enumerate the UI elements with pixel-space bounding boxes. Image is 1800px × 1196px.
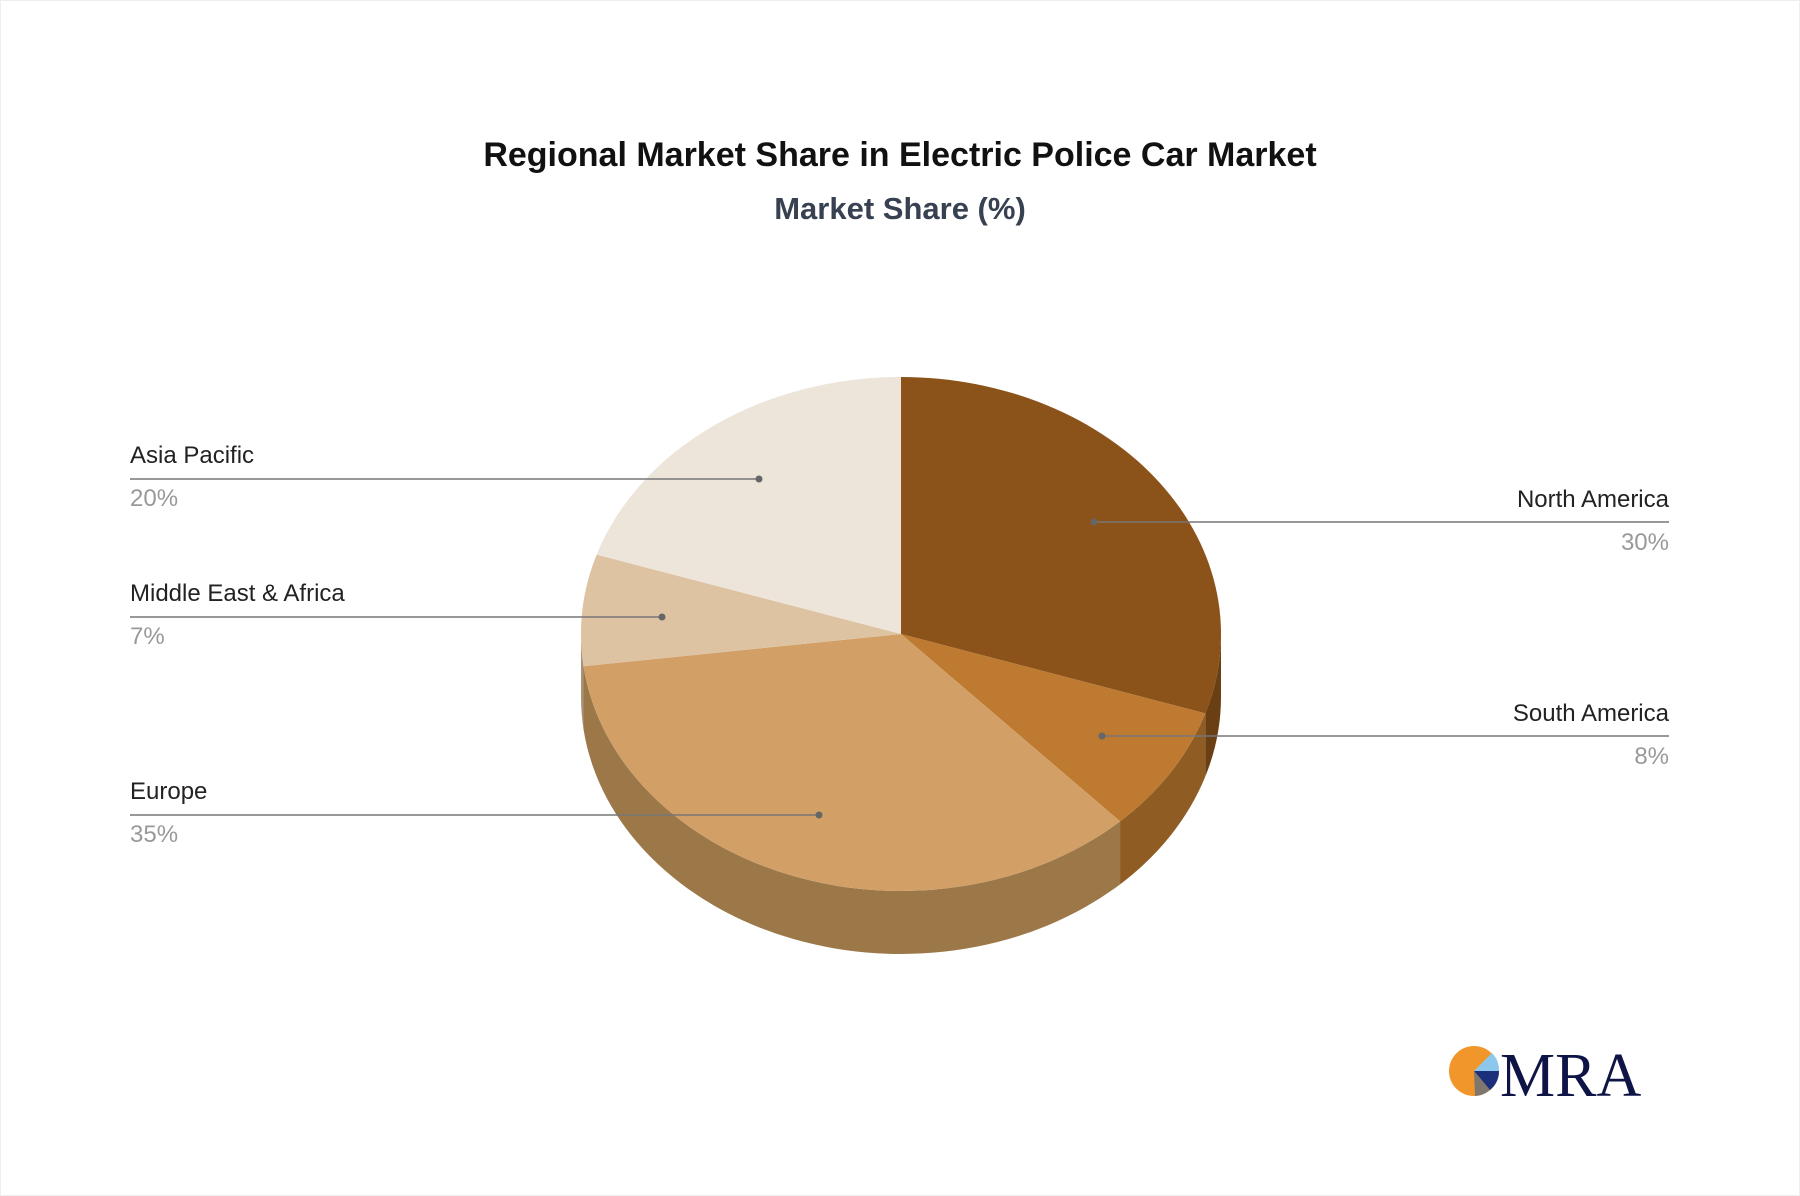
slice-side-1 [1120, 713, 1206, 885]
slice-north-america[interactable] [901, 377, 1221, 714]
slice-side-3 [581, 634, 584, 730]
slice-side-2 [583, 666, 1121, 954]
logo-text: MRA [1500, 1042, 1641, 1106]
leader-dot-1 [1098, 732, 1106, 740]
leader-dot-4 [755, 475, 763, 483]
slice-side-0 [1205, 634, 1221, 777]
chart-title: Regional Market Share in Electric Police… [483, 136, 1317, 174]
value-south-america: 8% [1634, 743, 1669, 770]
label-asia-pacific: Asia Pacific [130, 442, 255, 469]
label-europe: Europe [130, 778, 208, 805]
leader-dot-2 [815, 811, 823, 819]
value-europe: 35% [130, 821, 179, 848]
label-middle-east-africa: Middle East & Africa [130, 580, 345, 607]
label-north-america: North America [1516, 486, 1669, 513]
slice-asia-pacific[interactable] [596, 377, 901, 634]
slice-south-america[interactable] [901, 634, 1206, 822]
leader-dot-0 [1090, 518, 1098, 526]
value-asia-pacific: 20% [130, 485, 179, 512]
label-south-america: South America [1512, 700, 1669, 727]
chart-subtitle: Market Share (%) [774, 191, 1026, 226]
leader-dot-3 [658, 613, 666, 621]
slice-middle-east-africa[interactable] [581, 554, 901, 667]
value-middle-east-africa: 7% [130, 623, 165, 650]
slice-europe[interactable] [583, 634, 1121, 891]
mra-logo: MRA [1449, 1042, 1641, 1106]
value-north-america: 30% [1620, 529, 1669, 556]
